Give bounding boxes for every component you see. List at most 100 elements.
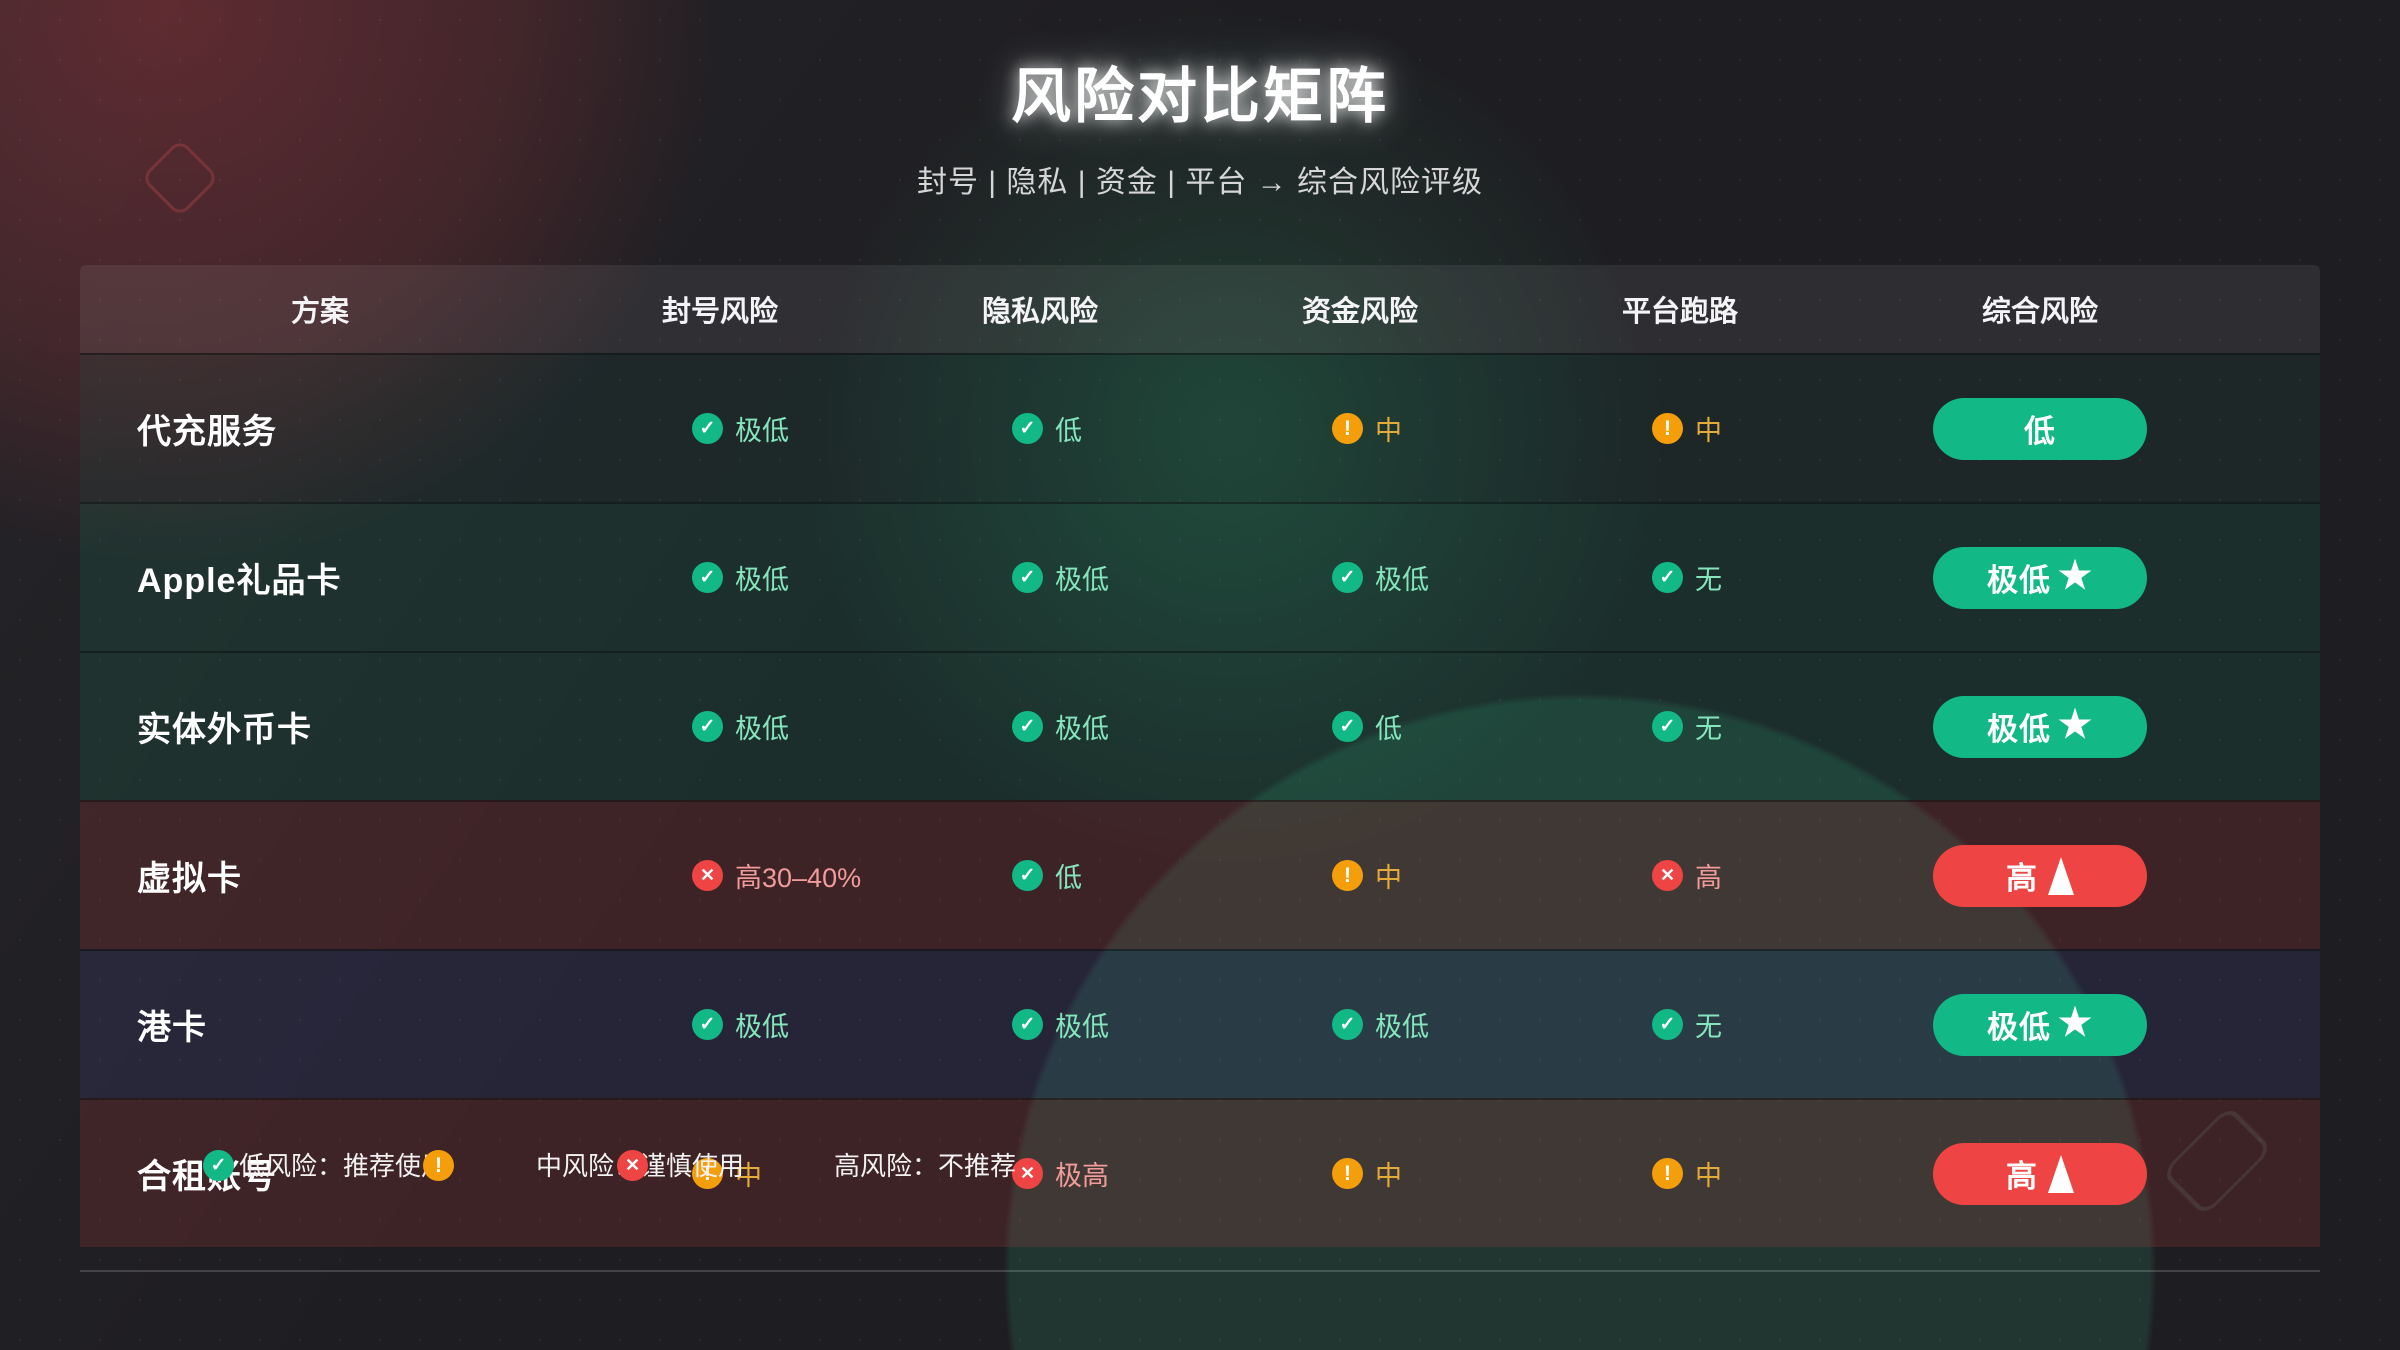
table-row: 合租账号! 中 ✕ 极高! 中! 中高 — [80, 1098, 2320, 1247]
column-header-1: 方案 — [290, 296, 349, 328]
check-icon: ✓ — [1012, 860, 1043, 891]
risk-matrix-table: 方案 封号风险 隐私风险 资金风险 平台跑路 综合风险 代充服务 ✓ 极低 ✓ 低! 中! 中低 App… — [80, 265, 2320, 1247]
table-header-row: 方案 封号风险 隐私风险 资金风险 平台跑路 综合风险 — [80, 265, 2320, 353]
risk-level-label: 极高 — [1055, 1161, 1109, 1191]
risk-cell: ✓ 极低 — [560, 558, 880, 597]
check-icon: ✓ — [1332, 711, 1363, 742]
check-icon: ✓ — [1652, 711, 1683, 742]
plan-name: 实体外币卡 — [137, 711, 312, 749]
risk-level-label: 极低 — [735, 416, 789, 446]
overall-risk-pill: 高 — [1933, 844, 2147, 907]
table-row-grid: Apple礼品卡 ✓ 极低 ✓ 极低 ✓ 极低 ✓ 无极低 ★ — [80, 504, 2320, 651]
warning-icon: ! — [1332, 413, 1363, 444]
overall-risk-text: 极低 — [1986, 712, 2051, 747]
check-icon: ✓ — [1012, 562, 1043, 593]
risk-cell: ✓ 极低 — [560, 409, 880, 448]
check-icon: ✓ — [1652, 1009, 1683, 1040]
risk-cell: ✓ 无 — [1520, 1005, 1840, 1044]
overall-risk-cell: 极低 ★ — [1840, 695, 2240, 758]
check-icon: ✓ — [692, 1009, 723, 1040]
x-icon: ✕ — [1012, 1158, 1043, 1189]
table-row-grid: 实体外币卡 ✓ 极低 ✓ 极低 ✓ 低 ✓ 无极低 ★ — [80, 653, 2320, 800]
check-icon: ✓ — [1012, 1009, 1043, 1040]
risk-level-label: 中 — [1695, 1161, 1722, 1191]
plan-name: 合租账号 — [137, 1158, 277, 1196]
warning-triangle-icon — [2048, 856, 2074, 895]
risk-cell: ✓ 极低 — [1200, 558, 1520, 597]
risk-level-label: 中 — [1375, 416, 1402, 446]
overall-risk-cell: 极低 ★ — [1840, 546, 2240, 609]
warning-icon: ! — [692, 1158, 723, 1189]
risk-level-label: 高30–40% — [735, 863, 862, 893]
risk-level-label: 极低 — [1055, 1012, 1109, 1042]
overall-risk-pill: 低 — [1933, 397, 2147, 460]
risk-cell: ✓ 低 — [880, 856, 1200, 895]
table-row-grid: 代充服务 ✓ 极低 ✓ 低! 中! 中低 — [80, 355, 2320, 502]
overall-risk-text: 低 — [2024, 414, 2056, 449]
column-header-2: 封号风险 — [661, 296, 778, 328]
overall-risk-pill: 极低 ★ — [1933, 993, 2147, 1056]
table-row: 代充服务 ✓ 极低 ✓ 低! 中! 中低 — [80, 353, 2320, 502]
risk-cell: ✓ 极低 — [880, 1005, 1200, 1044]
risk-cell: ✓ 极低 — [560, 1005, 880, 1044]
warning-icon: ! — [1652, 413, 1683, 444]
table-row-grid: 虚拟卡 ✕ 高30–40% ✓ 低! 中 ✕ 高高 — [80, 802, 2320, 949]
plan-name: 虚拟卡 — [137, 860, 242, 898]
check-icon: ✓ — [1012, 711, 1043, 742]
overall-risk-pill: 高 — [1933, 1142, 2147, 1205]
risk-cell: ! 中 — [560, 1154, 880, 1193]
risk-level-label: 中 — [1375, 863, 1402, 893]
check-icon: ✓ — [1332, 562, 1363, 593]
page-header: 风险对比矩阵 封号 | 隐私 | 资金 | 平台 → 综合风险评级 — [0, 48, 2400, 201]
risk-level-label: 高 — [1695, 863, 1722, 893]
bottom-divider — [80, 1270, 2320, 1272]
overall-risk-cell: 高 — [1840, 1142, 2240, 1205]
risk-cell: ✕ 极高 — [880, 1154, 1200, 1193]
warning-icon: ! — [1652, 1158, 1683, 1189]
risk-cell: ✓ 低 — [1200, 707, 1520, 746]
overall-risk-cell: 高 — [1840, 844, 2240, 907]
risk-cell: ✕ 高 — [1520, 856, 1840, 895]
warning-icon: ! — [1332, 1158, 1363, 1189]
check-icon: ✓ — [692, 562, 723, 593]
risk-level-label: 中 — [1375, 1161, 1402, 1191]
risk-level-label: 极低 — [1055, 714, 1109, 744]
risk-level-label: 低 — [1375, 714, 1402, 744]
risk-level-label: 极低 — [735, 714, 789, 744]
check-icon: ✓ — [692, 413, 723, 444]
check-icon: ✓ — [692, 711, 723, 742]
table-row-grid: 合租账号! 中 ✕ 极高! 中! 中高 — [80, 1100, 2320, 1247]
x-icon: ✕ — [1652, 860, 1683, 891]
overall-risk-pill: 极低 ★ — [1933, 695, 2147, 758]
table-row: Apple礼品卡 ✓ 极低 ✓ 极低 ✓ 极低 ✓ 无极低 ★ — [80, 502, 2320, 651]
risk-cell: ! 中 — [1200, 409, 1520, 448]
risk-level-label: 中 — [1695, 416, 1722, 446]
overall-risk-text: 高 — [2006, 861, 2038, 896]
overall-risk-text: 高 — [2006, 1159, 2038, 1194]
risk-cell: ! 中 — [1200, 1154, 1520, 1193]
risk-cell: ✓ 极低 — [560, 707, 880, 746]
risk-cell: ! 中 — [1520, 409, 1840, 448]
risk-cell: ✓ 极低 — [880, 707, 1200, 746]
risk-level-label: 无 — [1695, 714, 1722, 744]
risk-cell: ✕ 高30–40% — [560, 856, 880, 895]
table-row: 港卡 ✓ 极低 ✓ 极低 ✓ 极低 ✓ 无极低 ★ — [80, 949, 2320, 1098]
risk-level-label: 低 — [1055, 416, 1082, 446]
risk-cell: ! 中 — [1200, 856, 1520, 895]
x-icon: ✕ — [692, 860, 723, 891]
check-icon: ✓ — [1332, 1009, 1363, 1040]
risk-cell: ✓ 极低 — [1200, 1005, 1520, 1044]
column-header-3: 隐私风险 — [981, 296, 1098, 328]
risk-level-label: 极低 — [735, 565, 789, 595]
table-row: 实体外币卡 ✓ 极低 ✓ 极低 ✓ 低 ✓ 无极低 ★ — [80, 651, 2320, 800]
risk-cell: ✓ 无 — [1520, 558, 1840, 597]
plan-name: Apple礼品卡 — [137, 562, 342, 600]
risk-cell: ✓ 无 — [1520, 707, 1840, 746]
risk-level-label: 极低 — [1375, 565, 1429, 595]
overall-risk-cell: 极低 ★ — [1840, 993, 2240, 1056]
overall-risk-cell: 低 — [1840, 397, 2240, 460]
risk-level-label: 极低 — [735, 1012, 789, 1042]
risk-level-label: 无 — [1695, 1012, 1722, 1042]
risk-level-label: 中 — [735, 1161, 762, 1191]
